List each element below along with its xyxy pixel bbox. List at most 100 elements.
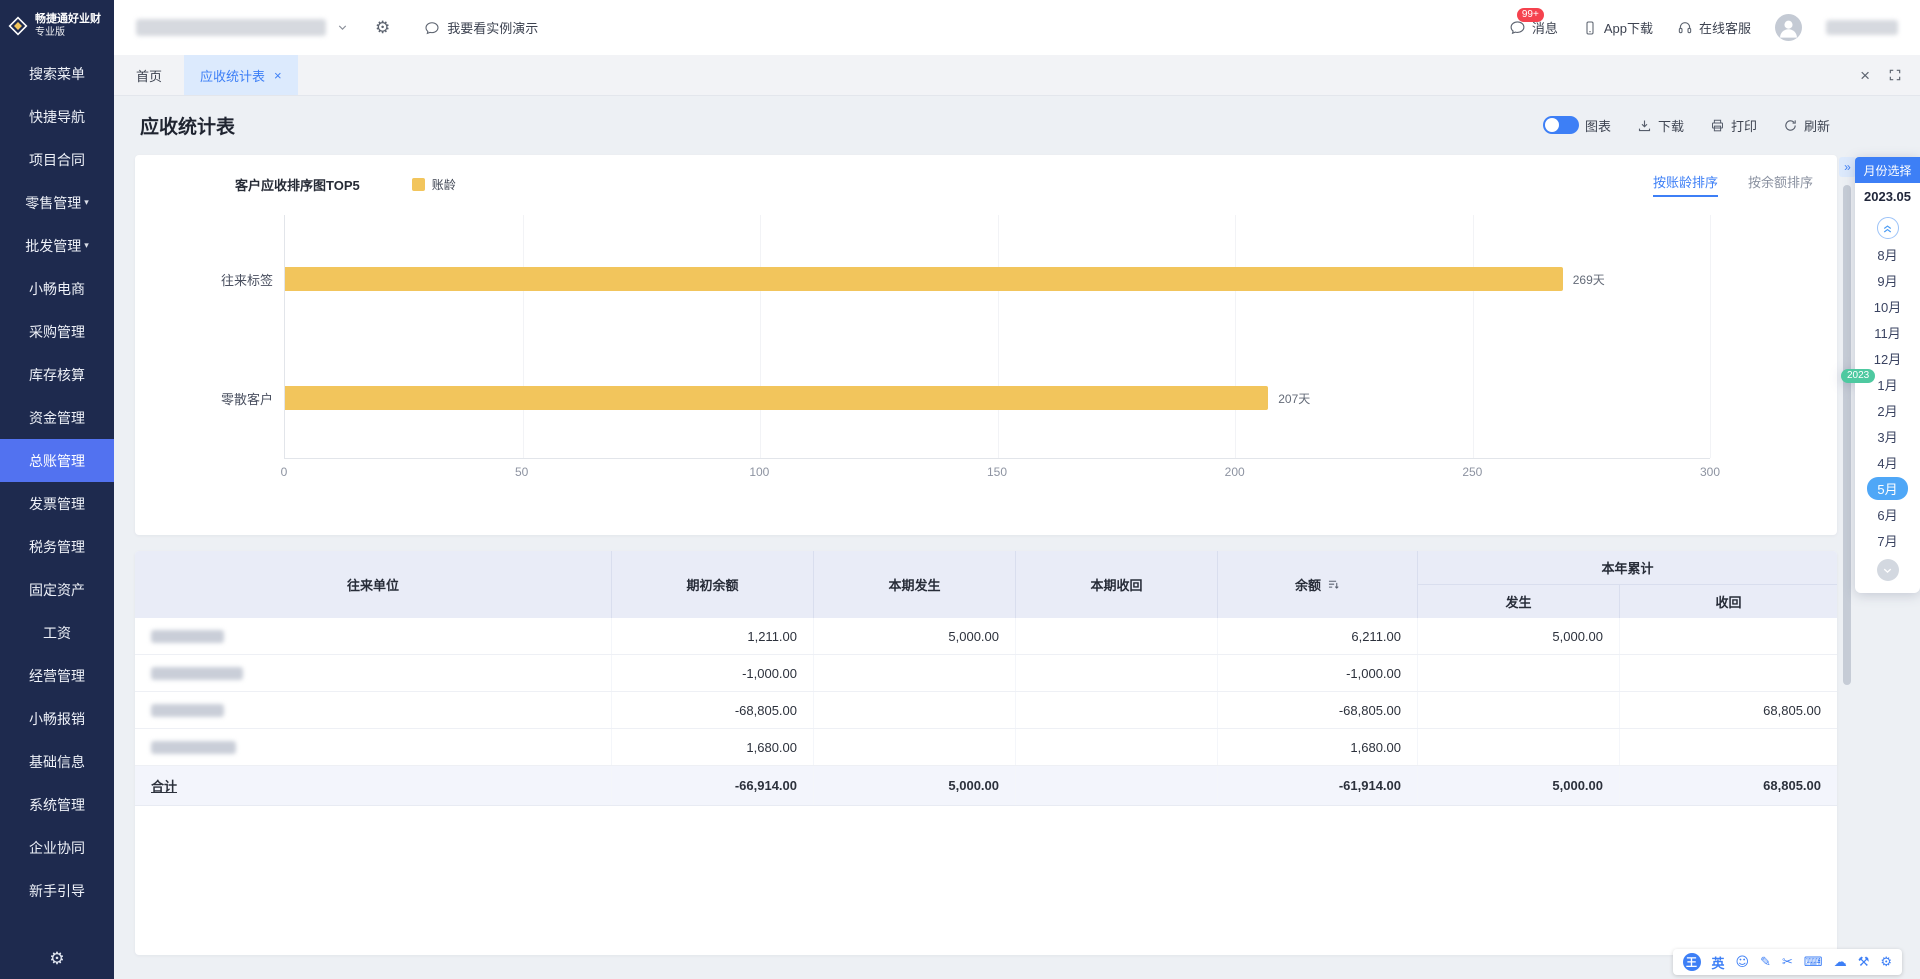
month-item[interactable]: 8月 — [1877, 247, 1898, 263]
sort-by-aging-tab[interactable]: 按账龄排序 — [1652, 172, 1718, 197]
sidebar-item[interactable]: 基础信息 — [29, 753, 85, 770]
sidebar-item[interactable]: 税务管理 — [29, 538, 85, 555]
online-service-button[interactable]: 在线客服 — [1677, 18, 1751, 37]
sort-by-balance-tab[interactable]: 按余额排序 — [1747, 175, 1813, 190]
table-row[interactable]: -1,000.00 -1,000.00 — [135, 655, 1837, 692]
sidebar-item[interactable]: 企业协同 — [29, 839, 85, 856]
category-label: 零散客户 — [220, 391, 273, 407]
col-header-year-occurred[interactable]: 发生 — [1418, 585, 1620, 618]
print-button[interactable]: 打印 — [1710, 116, 1757, 135]
scroll-down-button[interactable] — [1876, 559, 1899, 581]
col-header-year-total: 本年累计 — [1418, 551, 1837, 585]
refresh-button[interactable]: 刷新 — [1783, 116, 1830, 135]
ime-toolbar[interactable]: 王 英 ☺ ✎ ✂ ⌨ ☁ ⚒ ⚙ — [1672, 949, 1902, 975]
sidebar-item[interactable]: 零售管理 ▾ — [25, 194, 89, 211]
month-item[interactable]: 12月 — [1873, 351, 1902, 367]
bar-row: 往来标签 269天 — [221, 267, 1710, 291]
sidebar-item[interactable]: 资金管理 — [29, 409, 85, 426]
month-item[interactable]: 11月 — [1874, 325, 1901, 341]
month-item[interactable]: 3月 — [1877, 429, 1898, 445]
scroll-up-button[interactable] — [1876, 217, 1899, 239]
ime-language-toggle[interactable]: 英 — [1711, 955, 1725, 971]
sidebar-item[interactable]: 发票管理 — [29, 495, 85, 512]
company-selector[interactable] — [136, 19, 349, 36]
toolbox-icon[interactable]: ⚒ — [1857, 954, 1870, 970]
sidebar-item[interactable]: 项目合同 — [29, 151, 85, 168]
tab-home[interactable]: 首页 — [136, 68, 163, 84]
month-item[interactable]: 1月 — [1877, 377, 1898, 393]
close-icon[interactable]: × — [1860, 65, 1870, 85]
month-item[interactable]: 9月 — [1877, 273, 1898, 289]
tab-receivable-stats[interactable]: 应收统计表 × — [184, 55, 298, 95]
total-row[interactable]: 合计 -66,914.00 5,000.00 -61,914.00 5,000.… — [135, 766, 1837, 806]
sidebar-item-search-menu[interactable]: 搜索菜单 — [29, 65, 85, 82]
col-header-balance[interactable]: 余额 — [1218, 551, 1418, 618]
month-item[interactable]: 2月 — [1877, 403, 1898, 419]
month-item[interactable]: 7月 — [1877, 533, 1898, 549]
cloud-icon[interactable]: ☁ — [1833, 954, 1847, 970]
sidebar-item[interactable]: 批发管理 ▾ — [25, 237, 89, 254]
gear-icon[interactable]: ⚙ — [375, 17, 391, 38]
topbar: ⚙ 我要看实例演示 99+ 消息 App下载 在线客服 — [114, 0, 1920, 55]
settings-gear-icon[interactable]: ⚙ — [49, 949, 65, 969]
sidebar-item[interactable]: 固定资产 — [29, 581, 85, 598]
table-row[interactable]: -68,805.00 -68,805.00 68,805.00 — [135, 692, 1837, 729]
month-item[interactable]: 4月 — [1877, 455, 1898, 471]
col-header-opening[interactable]: 期初余额 — [612, 551, 814, 618]
col-header-year-received[interactable]: 收回 — [1715, 595, 1742, 610]
sidebar-item[interactable]: 库存核算 — [29, 366, 85, 383]
scissors-icon[interactable]: ✂ — [1782, 954, 1793, 970]
sidebar-item[interactable]: 新手引导 — [29, 882, 85, 899]
x-tick: 300 — [1699, 465, 1721, 479]
col-header-unit[interactable]: 往来单位 — [135, 551, 612, 618]
scrollbar-thumb[interactable] — [1843, 185, 1851, 685]
sidebar-item[interactable]: 小畅电商 — [29, 280, 85, 297]
table-row[interactable]: 1,680.00 1,680.00 — [135, 729, 1837, 766]
redacted-customer-name — [151, 703, 224, 717]
sidebar-item[interactable]: 系统管理 — [29, 796, 85, 813]
aging-bar[interactable] — [285, 267, 1563, 291]
sidebar-item-general-ledger[interactable]: 总账管理 — [0, 439, 114, 482]
sidebar-item[interactable]: 经营管理 — [29, 667, 85, 684]
month-item[interactable]: 6月 — [1877, 507, 1898, 523]
x-tick: 50 — [514, 465, 529, 479]
gear-icon[interactable]: ⚙ — [1880, 954, 1892, 970]
total-label[interactable]: 合计 — [151, 779, 178, 794]
ime-logo[interactable]: 王 — [1682, 953, 1701, 971]
avatar[interactable] — [1775, 14, 1802, 41]
month-selector-panel: 月份选择 2023.05 8月 9月 10月 11月 12月 1月 2月 3月 … — [1841, 157, 1920, 593]
emoji-icon[interactable]: ☺ — [1735, 954, 1750, 970]
messages-button[interactable]: 99+ 消息 — [1509, 8, 1558, 37]
col-header-occurred[interactable]: 本期发生 — [814, 551, 1016, 618]
col-header-received[interactable]: 本期收回 — [1016, 551, 1218, 618]
chart-toggle[interactable]: 图表 — [1542, 116, 1611, 135]
user-icon — [1780, 20, 1797, 38]
sidebar-item[interactable]: 采购管理 — [29, 323, 85, 340]
scrollbar[interactable] — [1843, 155, 1851, 971]
gridline — [1472, 215, 1474, 458]
toggle-switch[interactable] — [1542, 116, 1579, 134]
tabbar: 首页 应收统计表 × × — [114, 55, 1920, 96]
phone-download-icon — [1586, 20, 1594, 35]
collapse-panel-button[interactable]: » — [1839, 157, 1856, 177]
fullscreen-icon[interactable] — [1888, 68, 1902, 82]
headset-icon — [1678, 21, 1692, 33]
pen-icon[interactable]: ✎ — [1760, 954, 1772, 970]
table-row[interactable]: 1,211.00 5,000.00 6,211.00 5,000.00 — [135, 618, 1837, 655]
page-title: 应收统计表 — [140, 116, 236, 138]
download-button[interactable]: 下载 — [1637, 116, 1684, 135]
printer-icon — [1711, 119, 1723, 131]
aging-bar[interactable] — [285, 386, 1269, 410]
demo-link[interactable]: 我要看实例演示 — [424, 18, 538, 37]
sidebar-item[interactable]: 小畅报销 — [29, 710, 85, 727]
chart-legend[interactable]: 账龄 — [411, 176, 456, 193]
sidebar-item[interactable]: 工资 — [43, 624, 71, 641]
month-item-active[interactable]: 5月 — [1855, 475, 1920, 501]
sidebar-item[interactable]: 快捷导航 — [29, 108, 85, 125]
keyboard-icon[interactable]: ⌨ — [1803, 954, 1823, 970]
month-item[interactable]: 10月 — [1873, 299, 1902, 315]
app-download-button[interactable]: App下载 — [1582, 18, 1653, 37]
close-tab-icon[interactable]: × — [274, 67, 282, 83]
sort-icon[interactable] — [1327, 578, 1340, 591]
